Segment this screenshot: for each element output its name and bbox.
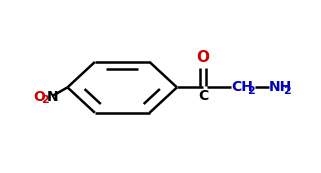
Text: 2: 2	[247, 86, 255, 96]
Text: O: O	[33, 90, 45, 104]
Text: N: N	[47, 90, 58, 104]
Text: O: O	[196, 50, 210, 65]
Text: NH: NH	[269, 80, 292, 94]
Text: 2: 2	[41, 95, 49, 105]
Text: C: C	[198, 89, 208, 103]
Text: CH: CH	[232, 80, 254, 94]
Text: 2: 2	[283, 86, 291, 96]
